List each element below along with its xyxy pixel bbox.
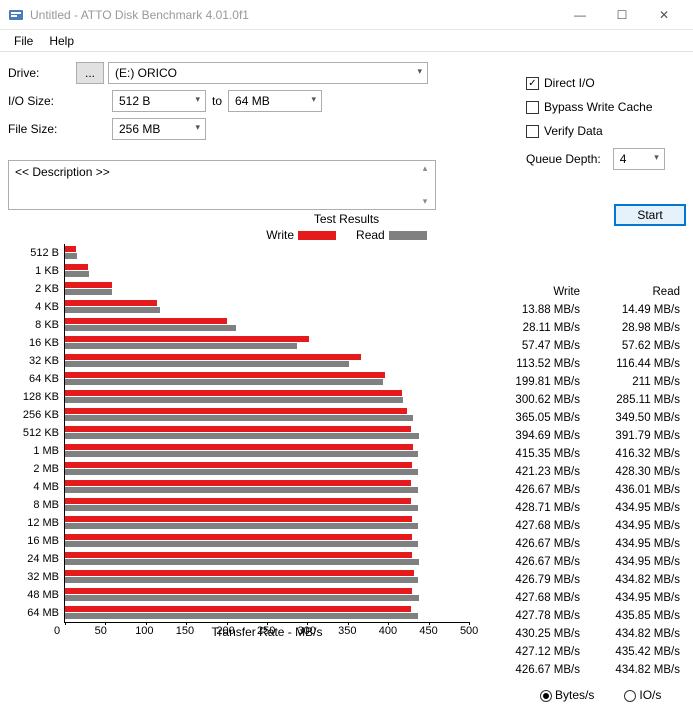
bypass-checkbox[interactable]: Bypass Write Cache (526, 100, 665, 114)
drive-label: Drive: (8, 66, 76, 80)
queuedepth-label: Queue Depth: (526, 152, 601, 166)
filesize-label: File Size: (8, 122, 76, 136)
iosize-from-select[interactable]: 512 B (112, 90, 206, 112)
col-write-header: Write (480, 286, 580, 298)
drive-select[interactable]: (E:) ORICO (108, 62, 428, 84)
filesize-select[interactable]: 256 MB (112, 118, 206, 140)
iosize-label: I/O Size: (8, 94, 76, 108)
queuedepth-select[interactable]: 4 (613, 148, 665, 170)
col-read-header: Read (580, 286, 680, 298)
results-title: Test Results (8, 212, 685, 226)
menu-help[interactable]: Help (41, 32, 82, 50)
description-placeholder: << Description >> (15, 165, 110, 179)
units-bytes[interactable]: Bytes/s (540, 688, 594, 702)
to-label: to (212, 94, 222, 108)
data-columns: Write Read 13.88 MB/s14.49 MB/s28.11 MB/… (480, 286, 680, 679)
start-button[interactable]: Start (614, 204, 686, 226)
options-panel: ✓Direct I/O Bypass Write Cache Verify Da… (526, 76, 665, 170)
window-title: Untitled - ATTO Disk Benchmark 4.01.0f1 (30, 8, 559, 22)
units-ios[interactable]: IO/s (624, 688, 661, 702)
titlebar: Untitled - ATTO Disk Benchmark 4.01.0f1 … (0, 0, 693, 30)
minimize-button[interactable]: — (559, 0, 601, 30)
menubar: File Help (0, 30, 693, 52)
description-box[interactable]: << Description >> ▴▾ (8, 160, 436, 210)
iosize-to-select[interactable]: 64 MB (228, 90, 322, 112)
app-icon (8, 7, 24, 23)
maximize-button[interactable]: ☐ (601, 0, 643, 30)
chart-legend: Write Read (8, 228, 685, 242)
verify-checkbox[interactable]: Verify Data (526, 124, 665, 138)
units-selector: Bytes/s IO/s (540, 688, 661, 702)
chart-ylabels: 512 B1 KB2 KB4 KB8 KB16 KB32 KB64 KB128 … (8, 244, 64, 623)
menu-file[interactable]: File (6, 32, 41, 50)
description-scrollbar[interactable]: ▴▾ (417, 163, 433, 207)
directio-checkbox[interactable]: ✓Direct I/O (526, 76, 665, 90)
chart-bars (64, 244, 470, 623)
browse-button[interactable]: ... (76, 62, 104, 84)
close-button[interactable]: ✕ (643, 0, 685, 30)
